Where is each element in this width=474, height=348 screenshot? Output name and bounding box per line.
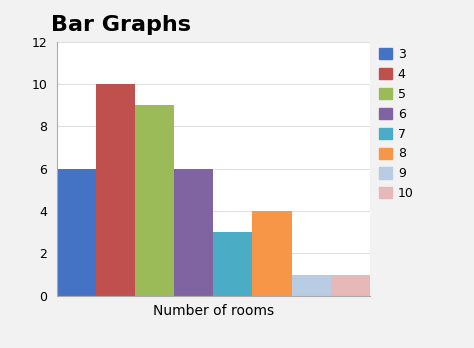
Legend: 3, 4, 5, 6, 7, 8, 9, 10: 3, 4, 5, 6, 7, 8, 9, 10: [379, 48, 414, 200]
Bar: [331, 275, 370, 296]
Bar: [135, 105, 174, 296]
Bar: [96, 84, 135, 296]
Bar: [213, 232, 252, 296]
Bar: [252, 211, 292, 296]
Bar: [292, 275, 331, 296]
X-axis label: Number of rooms: Number of rooms: [153, 304, 274, 318]
Bar: [174, 169, 213, 296]
Text: Bar Graphs: Bar Graphs: [51, 15, 191, 35]
Bar: [57, 169, 96, 296]
